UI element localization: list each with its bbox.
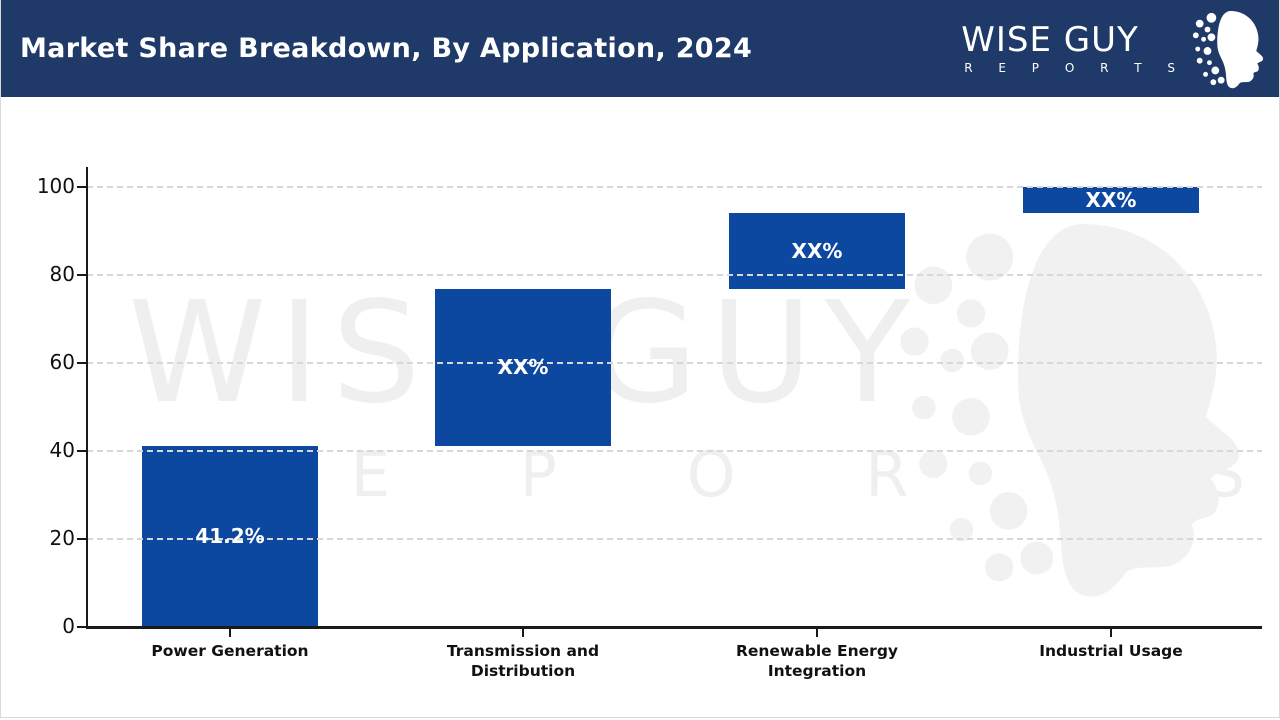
bar-industrial-usage [1023,187,1199,213]
gridline [87,450,1262,452]
x-axis [86,626,1262,629]
y-axis [86,167,88,628]
bar-renewable-energy-integration [729,212,905,290]
y-tick [77,538,87,540]
watermark-head-profile-icon [865,210,1265,605]
y-axis-tick-label: 20 [49,526,75,550]
head-profile-dots-icon [1188,8,1266,90]
header-bar: Market Share Breakdown, By Application, … [0,0,1280,97]
x-tick [229,628,231,637]
y-axis-tick-label: 0 [62,614,75,638]
gridline [87,274,1262,276]
x-tick [816,628,818,637]
category-label: Industrial Usage [1039,642,1183,660]
bar-value-label: XX% [497,355,549,380]
x-tick [1110,628,1112,637]
y-axis-tick-label: 100 [36,174,75,198]
category-label: Power Generation [151,642,309,660]
y-tick [77,186,87,188]
category-label: Renewable Energy Integration [735,642,899,681]
logo-subtitle: R E P O R T S [964,60,1186,75]
gridline [87,186,1262,188]
bar-value-label: XX% [1085,187,1137,212]
y-tick [77,450,87,452]
bar-power-generation [142,445,318,627]
logo-wordmark: WISE GUY [961,19,1139,60]
gridline [87,538,1262,540]
category-label: Transmission and Distribution [446,642,600,681]
wiseguy-logo-text: WISE GUY R E P O R T S [961,23,1186,75]
y-tick [77,362,87,364]
y-axis-tick-label: 60 [49,350,75,374]
bar-value-label: XX% [791,239,843,263]
wiseguy-logo: WISE GUY R E P O R T S [961,8,1266,90]
bar-value-label: 41.2% [195,524,265,549]
y-axis-tick-label: 40 [49,438,75,462]
page-title: Market Share Breakdown, By Application, … [20,33,753,64]
gridline [87,362,1262,364]
y-tick [77,274,87,276]
bar-transmission-and-distribution [435,289,611,446]
x-tick [522,628,524,637]
y-axis-tick-label: 80 [49,262,75,286]
y-tick [77,626,87,628]
